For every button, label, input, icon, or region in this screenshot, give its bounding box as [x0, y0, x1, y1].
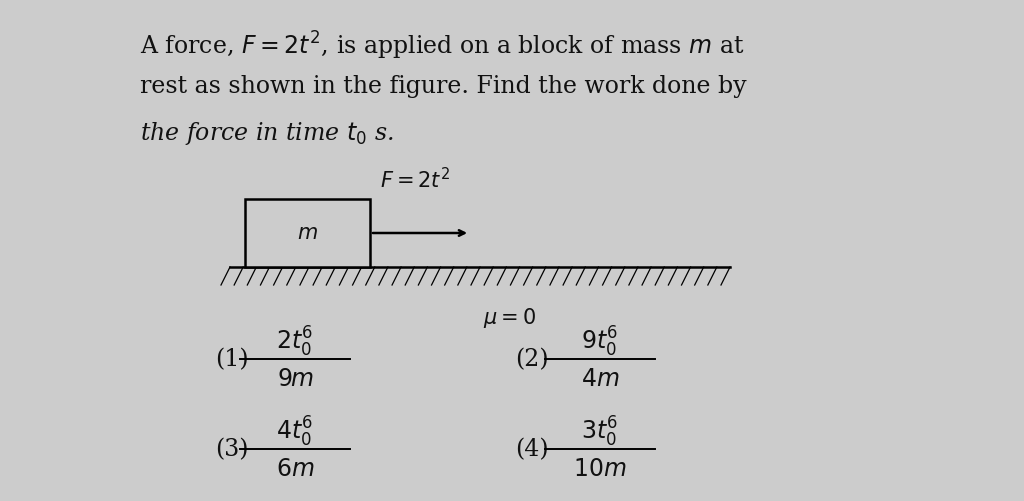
Text: $2t_0^6$: $2t_0^6$ [276, 324, 313, 359]
Text: $9m$: $9m$ [276, 367, 313, 390]
Text: the force in time $t_0$ s.: the force in time $t_0$ s. [140, 120, 394, 147]
Text: $F = 2t^2$: $F = 2t^2$ [380, 166, 451, 191]
Text: A force, $F = 2t^2$, is applied on a block of mass $m$ at: A force, $F = 2t^2$, is applied on a blo… [140, 30, 744, 62]
Text: rest as shown in the figure. Find the work done by: rest as shown in the figure. Find the wo… [140, 75, 746, 98]
Text: (4): (4) [515, 438, 549, 460]
Text: $10m$: $10m$ [573, 457, 627, 480]
Text: (3): (3) [215, 438, 249, 460]
Text: (2): (2) [515, 348, 549, 371]
Text: $4t_0^6$: $4t_0^6$ [276, 414, 313, 448]
Text: $m$: $m$ [297, 224, 318, 243]
Text: $3t_0^6$: $3t_0^6$ [582, 414, 618, 448]
Text: $6m$: $6m$ [275, 457, 314, 480]
Text: $4m$: $4m$ [581, 367, 620, 390]
Text: $\mu = 0$: $\mu = 0$ [483, 306, 537, 329]
Text: (1): (1) [215, 348, 249, 371]
Bar [245, 199, 370, 268]
Text: $9t_0^6$: $9t_0^6$ [582, 324, 618, 359]
